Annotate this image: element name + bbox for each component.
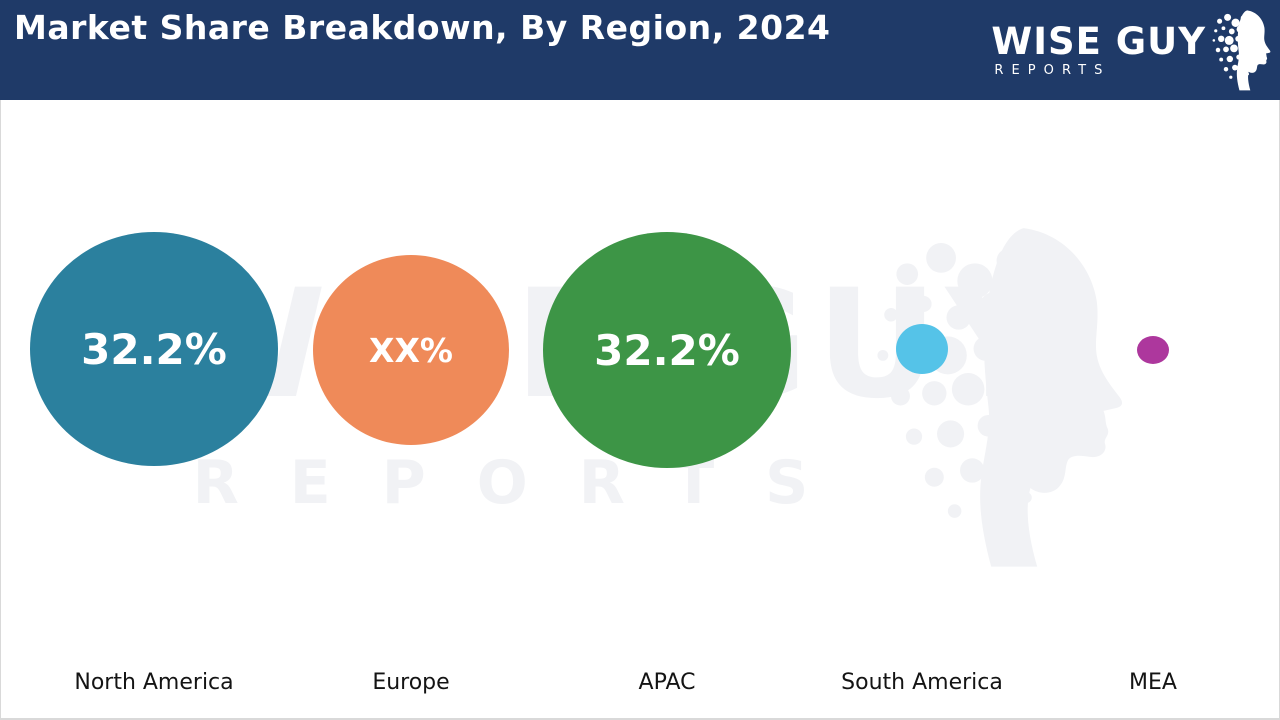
header-bar: Market Share Breakdown, By Region, 2024 … [0, 0, 1280, 100]
bubble-south-america [896, 324, 948, 374]
bubble-chart-area: WISE GUY REPORTS 32.2%North AmericaXX%Eu… [0, 100, 1280, 720]
logo-text-block: WISE GUY REPORTS [991, 23, 1206, 77]
page-title: Market Share Breakdown, By Region, 2024 [14, 8, 831, 47]
bubble-north-america: 32.2% [30, 232, 278, 466]
category-label-south-america: South America [841, 670, 1003, 695]
logo-subtitle: REPORTS [994, 63, 1111, 78]
watermark-head-silhouette-icon [863, 220, 1141, 572]
category-label-europe: Europe [372, 670, 450, 695]
category-label-apac: APAC [638, 670, 696, 695]
category-label-mea: MEA [1129, 670, 1177, 695]
wise-guy-logo: WISE GUY REPORTS [991, 4, 1274, 96]
bubble-europe: XX% [313, 255, 509, 445]
category-label-north-america: North America [74, 670, 234, 695]
watermark-text-line2: REPORTS [192, 448, 860, 518]
bubble-apac: 32.2% [543, 232, 791, 468]
bubble-mea [1137, 336, 1169, 364]
head-silhouette-icon [1210, 8, 1274, 92]
logo-name: WISE GUY [991, 20, 1206, 63]
